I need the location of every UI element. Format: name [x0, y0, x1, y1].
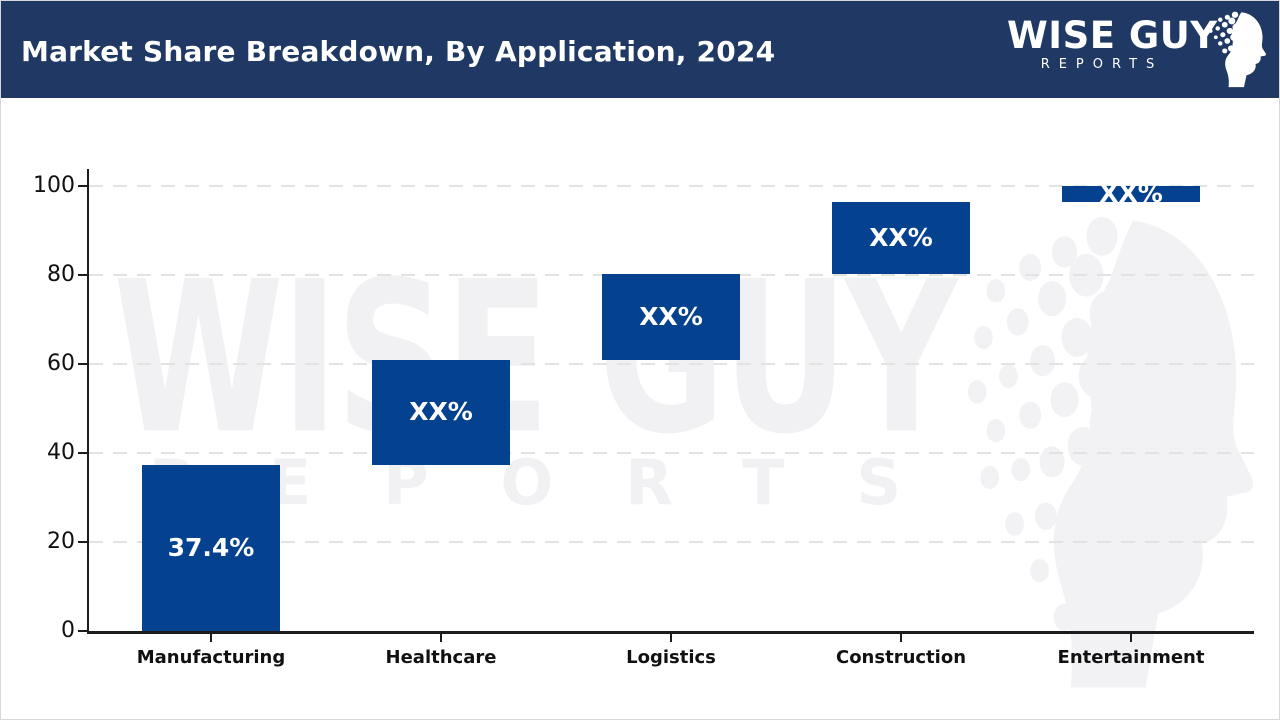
gridline-40	[89, 452, 1254, 454]
y-tick-mark	[78, 630, 87, 632]
x-tick-mark	[900, 634, 902, 642]
y-tick-label: 60	[47, 351, 75, 376]
gridline-20	[89, 541, 1254, 543]
bar-manufacturing	[142, 464, 280, 631]
wise-guy-logo: WISE GUY REPORTS	[1007, 9, 1267, 91]
chart-title: Market Share Breakdown, By Application, …	[21, 35, 776, 68]
logo-wiseguy-text: WISE GUY	[1007, 14, 1218, 57]
x-tick-label: Manufacturing	[136, 647, 286, 668]
y-tick-mark	[78, 452, 87, 454]
bar-value-label: 37.4%	[167, 532, 255, 562]
y-tick-mark	[78, 185, 87, 187]
bar-value-label: XX%	[409, 397, 473, 427]
bar-construction	[832, 202, 970, 274]
watermark-head-icon	[967, 216, 1253, 688]
y-tick-mark	[78, 274, 87, 276]
bar-value-label: XX%	[869, 223, 933, 253]
y-tick-label: 20	[47, 529, 75, 554]
x-tick-label: Construction	[835, 647, 967, 668]
y-tick-label: 100	[33, 173, 75, 198]
y-tick-label: 80	[47, 262, 75, 287]
bar-value-label: XX%	[639, 301, 703, 331]
logo-text: WISE GUY REPORTS	[1007, 14, 1218, 73]
x-tick-mark	[670, 634, 672, 642]
header-bar: Market Share Breakdown, By Application, …	[1, 1, 1279, 98]
y-axis-line	[87, 169, 89, 634]
x-tick-label: Healthcare	[385, 647, 497, 668]
x-axis-line	[87, 631, 1254, 634]
bar-entertainment	[1062, 186, 1200, 203]
x-tick-mark	[210, 634, 212, 642]
y-tick-label: 40	[47, 440, 75, 465]
watermark: WISE GUY REPORTS	[1, 98, 1279, 719]
bar-logistics	[602, 273, 740, 360]
x-tick-mark	[440, 634, 442, 642]
x-tick-mark	[1130, 634, 1132, 642]
logo-reports-text: REPORTS	[1040, 57, 1164, 72]
gridline-60	[89, 363, 1254, 365]
y-tick-mark	[78, 363, 87, 365]
y-tick-mark	[78, 541, 87, 543]
y-tick-label: 0	[61, 618, 75, 643]
bar-value-label: XX%	[1099, 179, 1163, 209]
gridline-100	[89, 185, 1254, 187]
watermark-wiseguy-text: WISE GUY	[113, 236, 957, 481]
logo-head-icon	[1208, 11, 1266, 88]
bar-healthcare	[372, 359, 510, 465]
x-tick-label: Entertainment	[1057, 647, 1205, 668]
x-tick-label: Logistics	[626, 647, 716, 668]
